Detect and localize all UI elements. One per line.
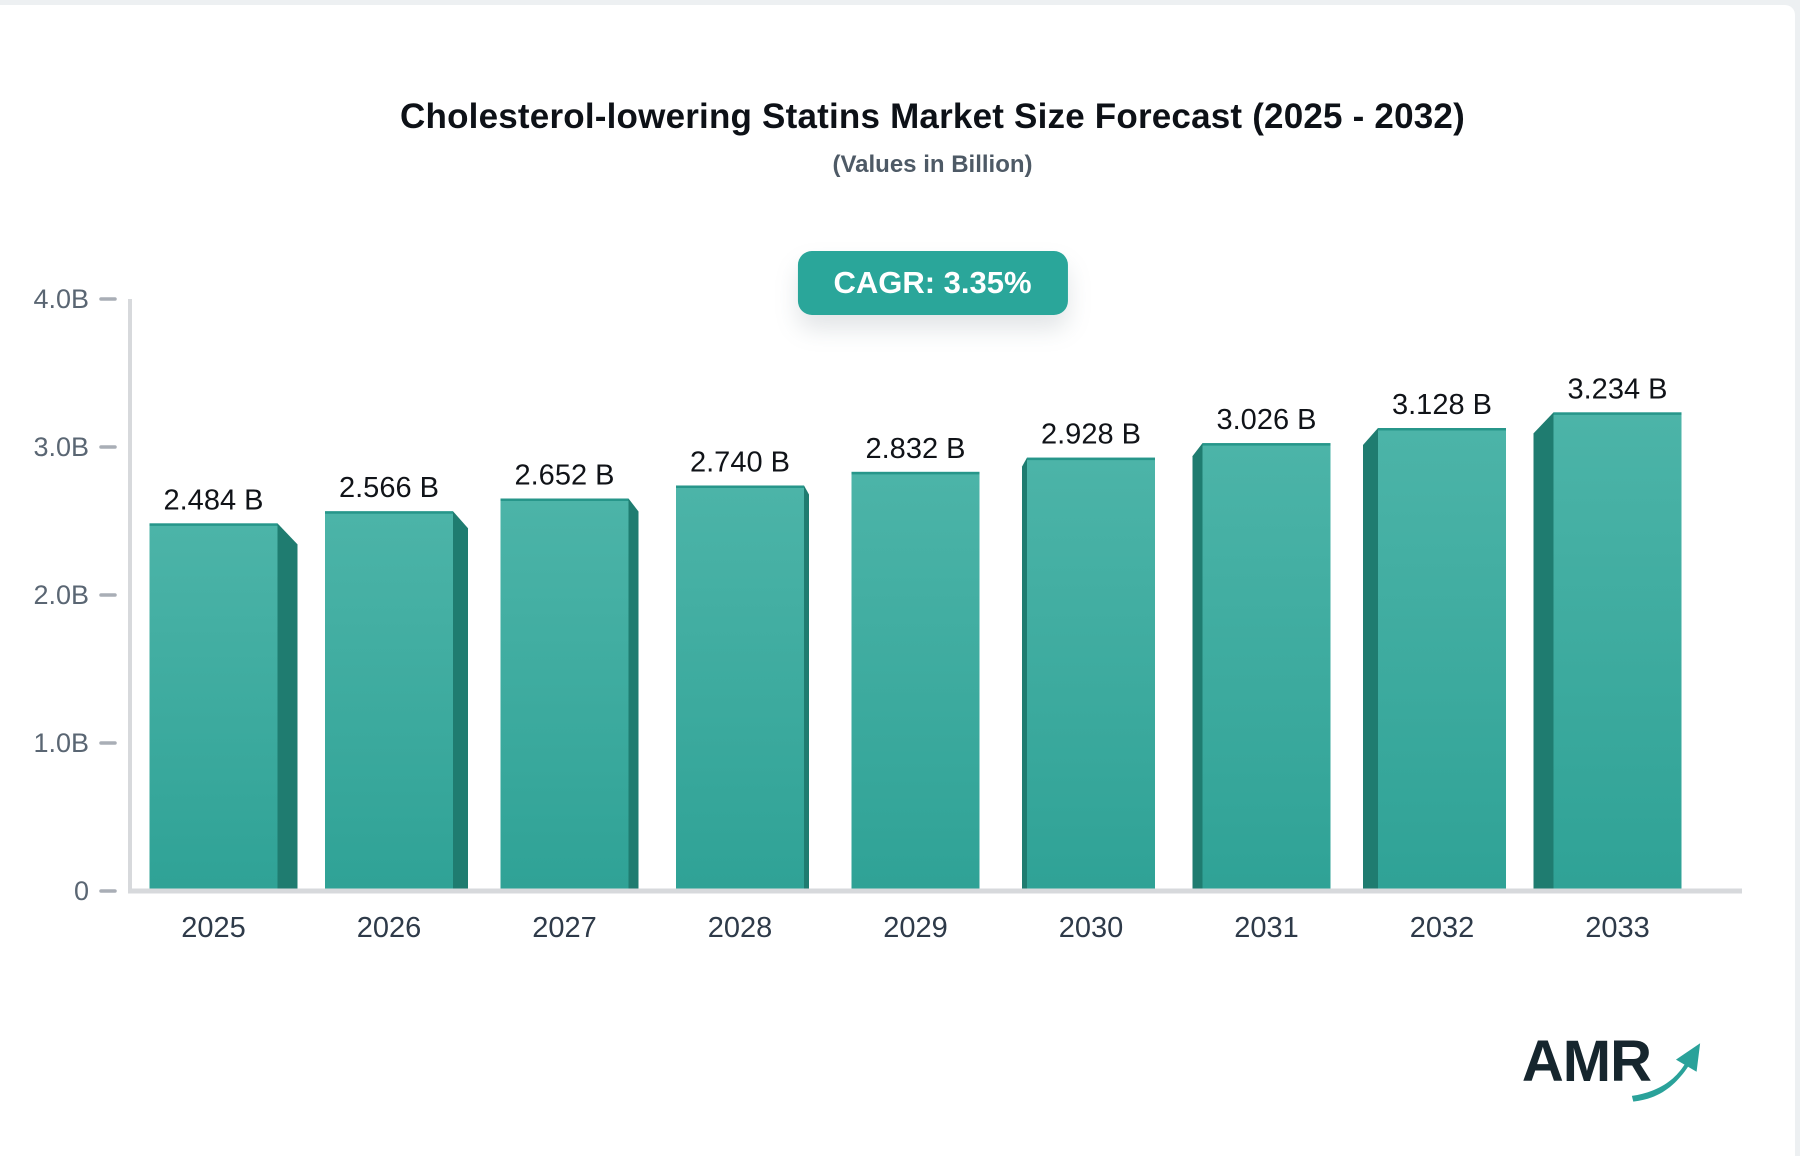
bar-value-label: 2.740 B bbox=[690, 446, 790, 478]
bar-side-face bbox=[1022, 457, 1027, 891]
bar-front-face bbox=[325, 511, 453, 891]
bar-2026[interactable]: 2.566 B 2026 bbox=[325, 472, 468, 944]
chart-title: Cholesterol-lowering Statins Market Size… bbox=[400, 97, 1465, 136]
bar-value-label: 3.128 B bbox=[1392, 389, 1492, 421]
chart-subtitle: (Values in Billion) bbox=[832, 151, 1033, 178]
chart-card: 4.0B 3.0B 2.0B 1.0B 0 2.484 B 2025 2.566 B 2026 2… bbox=[0, 5, 1795, 1156]
x-category-label: 2032 bbox=[1410, 912, 1475, 944]
bar-2028[interactable]: 2.740 B 2028 bbox=[676, 446, 809, 944]
bar-value-label: 3.234 B bbox=[1568, 373, 1668, 405]
bar-front-face bbox=[1378, 428, 1506, 891]
bar-front-face bbox=[676, 485, 804, 891]
bar-2027[interactable]: 2.652 B 2027 bbox=[500, 460, 639, 944]
bar-2025[interactable]: 2.484 B 2025 bbox=[149, 484, 298, 944]
bar-value-label: 2.566 B bbox=[339, 472, 439, 504]
bar-front-face bbox=[500, 498, 629, 891]
bar-side-face bbox=[1192, 443, 1203, 891]
growth-arrow-icon bbox=[1631, 1043, 1701, 1102]
bar-value-label: 2.832 B bbox=[866, 433, 966, 465]
bar-front-face bbox=[1553, 412, 1682, 891]
bar-2031[interactable]: 3.026 B 2031 bbox=[1192, 404, 1331, 944]
bar-2033[interactable]: 3.234 B 2033 bbox=[1533, 373, 1682, 944]
y-tick-label: 0 bbox=[74, 876, 89, 906]
bar-2029[interactable]: 2.832 B 2029 bbox=[851, 433, 980, 944]
bar-2032[interactable]: 3.128 B 2032 bbox=[1363, 389, 1506, 944]
x-category-label: 2033 bbox=[1585, 912, 1650, 944]
bar-front-face bbox=[1027, 457, 1155, 891]
amr-logo-text: AMR bbox=[1521, 1029, 1652, 1094]
bar-side-face bbox=[804, 485, 809, 891]
bar-front-face bbox=[149, 523, 278, 891]
bar-2030[interactable]: 2.928 B 2030 bbox=[1022, 419, 1155, 944]
y-tick-label: 3.0B bbox=[33, 432, 89, 462]
bar-side-face bbox=[1363, 428, 1378, 891]
bar-value-label: 3.026 B bbox=[1217, 404, 1317, 436]
bar-side-face bbox=[277, 523, 298, 891]
bar-side-face bbox=[1533, 412, 1554, 891]
x-category-label: 2025 bbox=[181, 912, 246, 944]
y-tick-label: 1.0B bbox=[33, 728, 89, 758]
bar-value-label: 2.928 B bbox=[1041, 419, 1141, 451]
y-tick-label: 2.0B bbox=[33, 580, 89, 610]
cagr-badge: CAGR: 3.35% bbox=[797, 251, 1068, 315]
x-category-label: 2026 bbox=[357, 912, 422, 944]
bar-front-face bbox=[851, 471, 980, 891]
x-category-label: 2028 bbox=[708, 912, 773, 944]
y-tick-label: 4.0B bbox=[33, 284, 89, 314]
x-category-label: 2027 bbox=[532, 912, 597, 944]
bar-side-face bbox=[453, 511, 468, 891]
x-category-label: 2030 bbox=[1059, 912, 1124, 944]
x-category-label: 2031 bbox=[1234, 912, 1299, 944]
bar-value-label: 2.652 B bbox=[515, 460, 615, 492]
bar-value-label: 2.484 B bbox=[164, 484, 264, 516]
amr-logo: AMR bbox=[1522, 1033, 1703, 1103]
bar-side-face bbox=[628, 498, 639, 891]
bar-front-face bbox=[1202, 443, 1331, 891]
x-category-label: 2029 bbox=[883, 912, 948, 944]
